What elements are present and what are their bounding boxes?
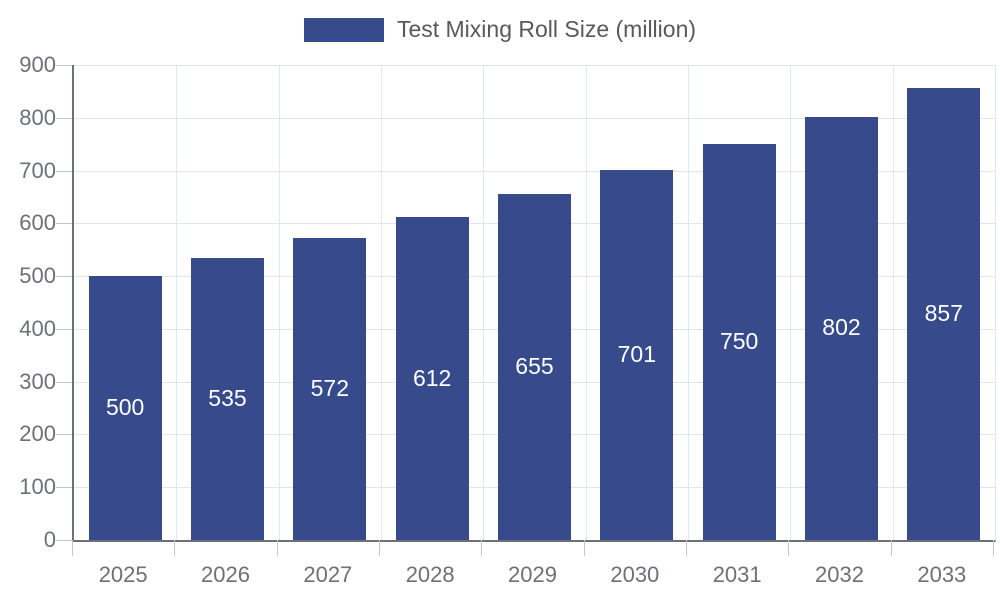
legend-swatch-icon: [303, 17, 384, 42]
bar[interactable]: [907, 87, 981, 540]
bar[interactable]: [293, 238, 367, 540]
y-axis-label: 0: [43, 527, 56, 552]
x-axis-tick: [174, 540, 176, 556]
x-axis-label: 2028: [405, 562, 455, 587]
x-grid-line: [688, 65, 689, 540]
plot-area: 500 535 572 612 655 701 750 802 857: [72, 65, 996, 542]
x-grid-line: [790, 65, 792, 540]
bar[interactable]: [805, 116, 878, 540]
y-axis-label: 100: [19, 474, 56, 500]
y-axis-tick: [56, 223, 72, 225]
y-axis-label: 200: [19, 421, 56, 447]
y-axis-tick: [56, 434, 72, 436]
x-axis-tick: [481, 540, 483, 556]
bar[interactable]: [395, 217, 469, 540]
x-axis-label: 2027: [303, 562, 353, 587]
bar[interactable]: [600, 170, 674, 540]
bar[interactable]: [191, 257, 264, 540]
y-axis-label: 800: [19, 104, 56, 130]
y-axis-label: 500: [19, 263, 56, 289]
y-axis-tick: [56, 381, 72, 383]
y-grid-line: [74, 117, 995, 119]
x-grid-line: [176, 65, 178, 540]
x-grid-line: [585, 65, 587, 540]
x-grid-line: [892, 65, 894, 540]
x-axis-tick: [993, 540, 994, 556]
y-axis-tick: [56, 276, 72, 278]
x-axis-label: 2033: [917, 562, 967, 587]
x-axis-label: 2032: [815, 562, 864, 587]
y-axis-tick: [56, 117, 72, 119]
y-axis-label: 900: [19, 52, 56, 77]
legend-label: Test Mixing Roll Size (million): [396, 16, 697, 42]
y-axis-label: 700: [19, 157, 56, 183]
x-axis-label: 2030: [610, 562, 660, 587]
x-axis-label: 2025: [98, 562, 148, 587]
x-axis-label: 2029: [508, 562, 557, 587]
y-axis-tick: [56, 328, 72, 330]
x-axis-tick: [583, 540, 585, 556]
x-grid-line: [483, 65, 485, 540]
y-axis-tick: [56, 170, 72, 172]
bar[interactable]: [498, 194, 571, 540]
bar[interactable]: [88, 276, 162, 540]
x-grid-line: [381, 65, 382, 540]
x-axis-label: 2026: [201, 562, 250, 587]
y-axis-label: 400: [19, 315, 56, 341]
y-axis-tick: [56, 487, 72, 489]
y-axis-tick: [56, 65, 72, 66]
x-grid-line: [278, 65, 280, 540]
y-grid-line: [74, 170, 995, 172]
y-axis-label: 600: [19, 210, 56, 236]
x-axis-tick: [276, 540, 278, 556]
x-axis-tick: [379, 540, 380, 556]
bar[interactable]: [702, 144, 776, 540]
y-axis-label: 300: [19, 368, 56, 394]
x-axis-tick: [890, 540, 892, 556]
x-axis-tick: [686, 540, 687, 556]
x-axis-tick: [788, 540, 790, 556]
y-grid-line: [74, 65, 995, 66]
legend: Test Mixing Roll Size (million): [0, 16, 1000, 43]
y-axis-tick: [56, 540, 72, 541]
legend-item[interactable]: Test Mixing Roll Size (million): [303, 16, 697, 43]
x-axis-label: 2031: [712, 562, 762, 587]
x-axis-tick: [72, 540, 73, 556]
